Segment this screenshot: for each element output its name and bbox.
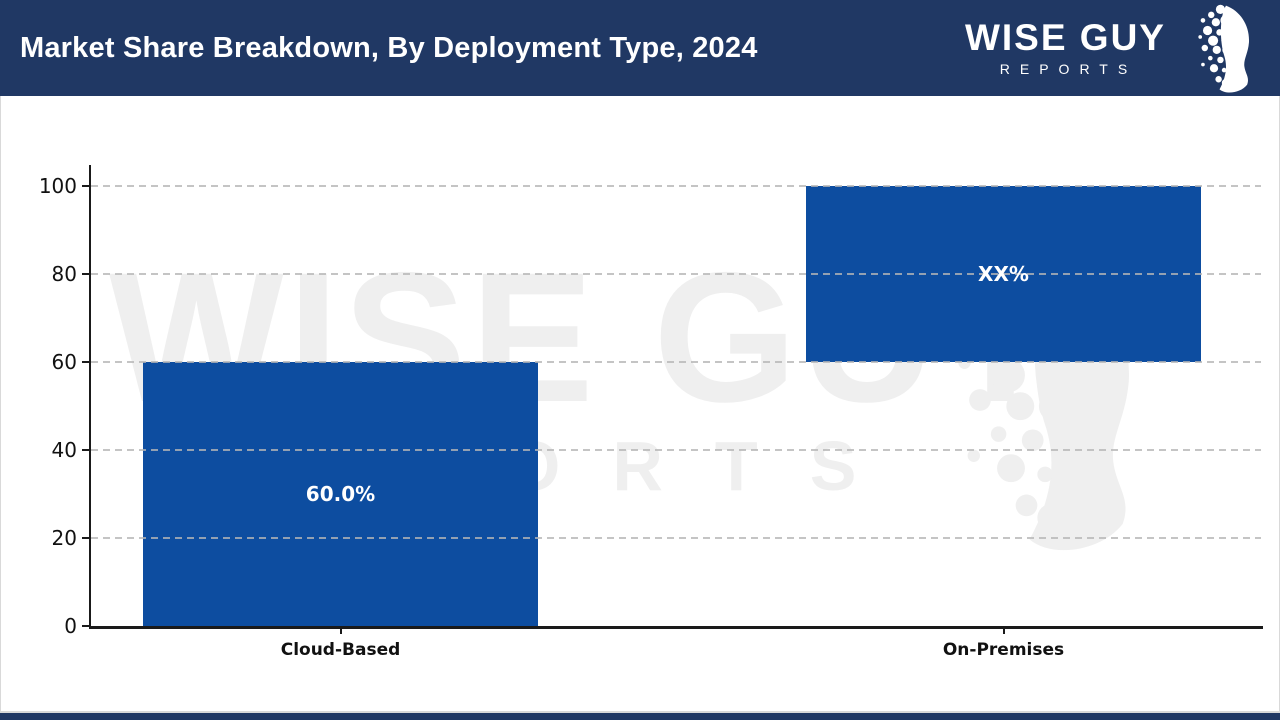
y-tick-label: 100 — [38, 174, 77, 198]
plot-area: 0 20 40 60 80 100 60.0% Cloud-Based XX% On-Premis… — [39, 165, 1263, 660]
gridline — [91, 449, 1261, 451]
footer-bar — [0, 713, 1280, 720]
wiseguy-logo: WISE GUY REPORTS — [965, 2, 1258, 94]
gridline — [91, 537, 1261, 539]
y-tick-mark — [82, 273, 89, 275]
x-axis-line — [89, 626, 1263, 629]
x-tick-mark — [339, 628, 342, 634]
gridline — [91, 273, 1261, 275]
y-tick-label: 20 — [51, 526, 77, 550]
y-axis-line — [89, 165, 91, 628]
x-tick-mark — [1002, 628, 1005, 634]
page-title: Market Share Breakdown, By Deployment Ty… — [20, 31, 758, 64]
bar — [143, 362, 538, 626]
logo-subname: REPORTS — [999, 61, 1138, 77]
y-tick-mark — [82, 185, 89, 187]
logo-name: WISE GUY — [964, 17, 1166, 58]
x-category-label: On-Premises — [942, 640, 1065, 660]
gridline — [91, 361, 1261, 363]
y-tick-mark — [82, 537, 89, 539]
y-tick-label: 40 — [51, 438, 77, 462]
header-bar: Market Share Breakdown, By Deployment Ty… — [0, 0, 1280, 96]
bar-value-label: 60.0% — [305, 482, 376, 506]
y-tick-mark — [82, 361, 89, 363]
x-category-label: Cloud-Based — [280, 640, 401, 660]
logo-text: WISE GUY REPORTS — [965, 19, 1166, 77]
y-tick-label: 60 — [51, 350, 77, 374]
y-tick-label: 0 — [64, 614, 77, 638]
y-tick-mark — [82, 449, 89, 451]
bar-value-label: XX% — [978, 262, 1029, 286]
logo-face-icon — [1198, 4, 1250, 93]
y-tick-mark — [82, 625, 89, 627]
gridline — [91, 185, 1261, 187]
y-tick-label: 80 — [51, 262, 77, 286]
chart-area: WISE GUY REPORTS 0 20 40 60 80 100 60.0% Cloud-… — [0, 96, 1280, 713]
